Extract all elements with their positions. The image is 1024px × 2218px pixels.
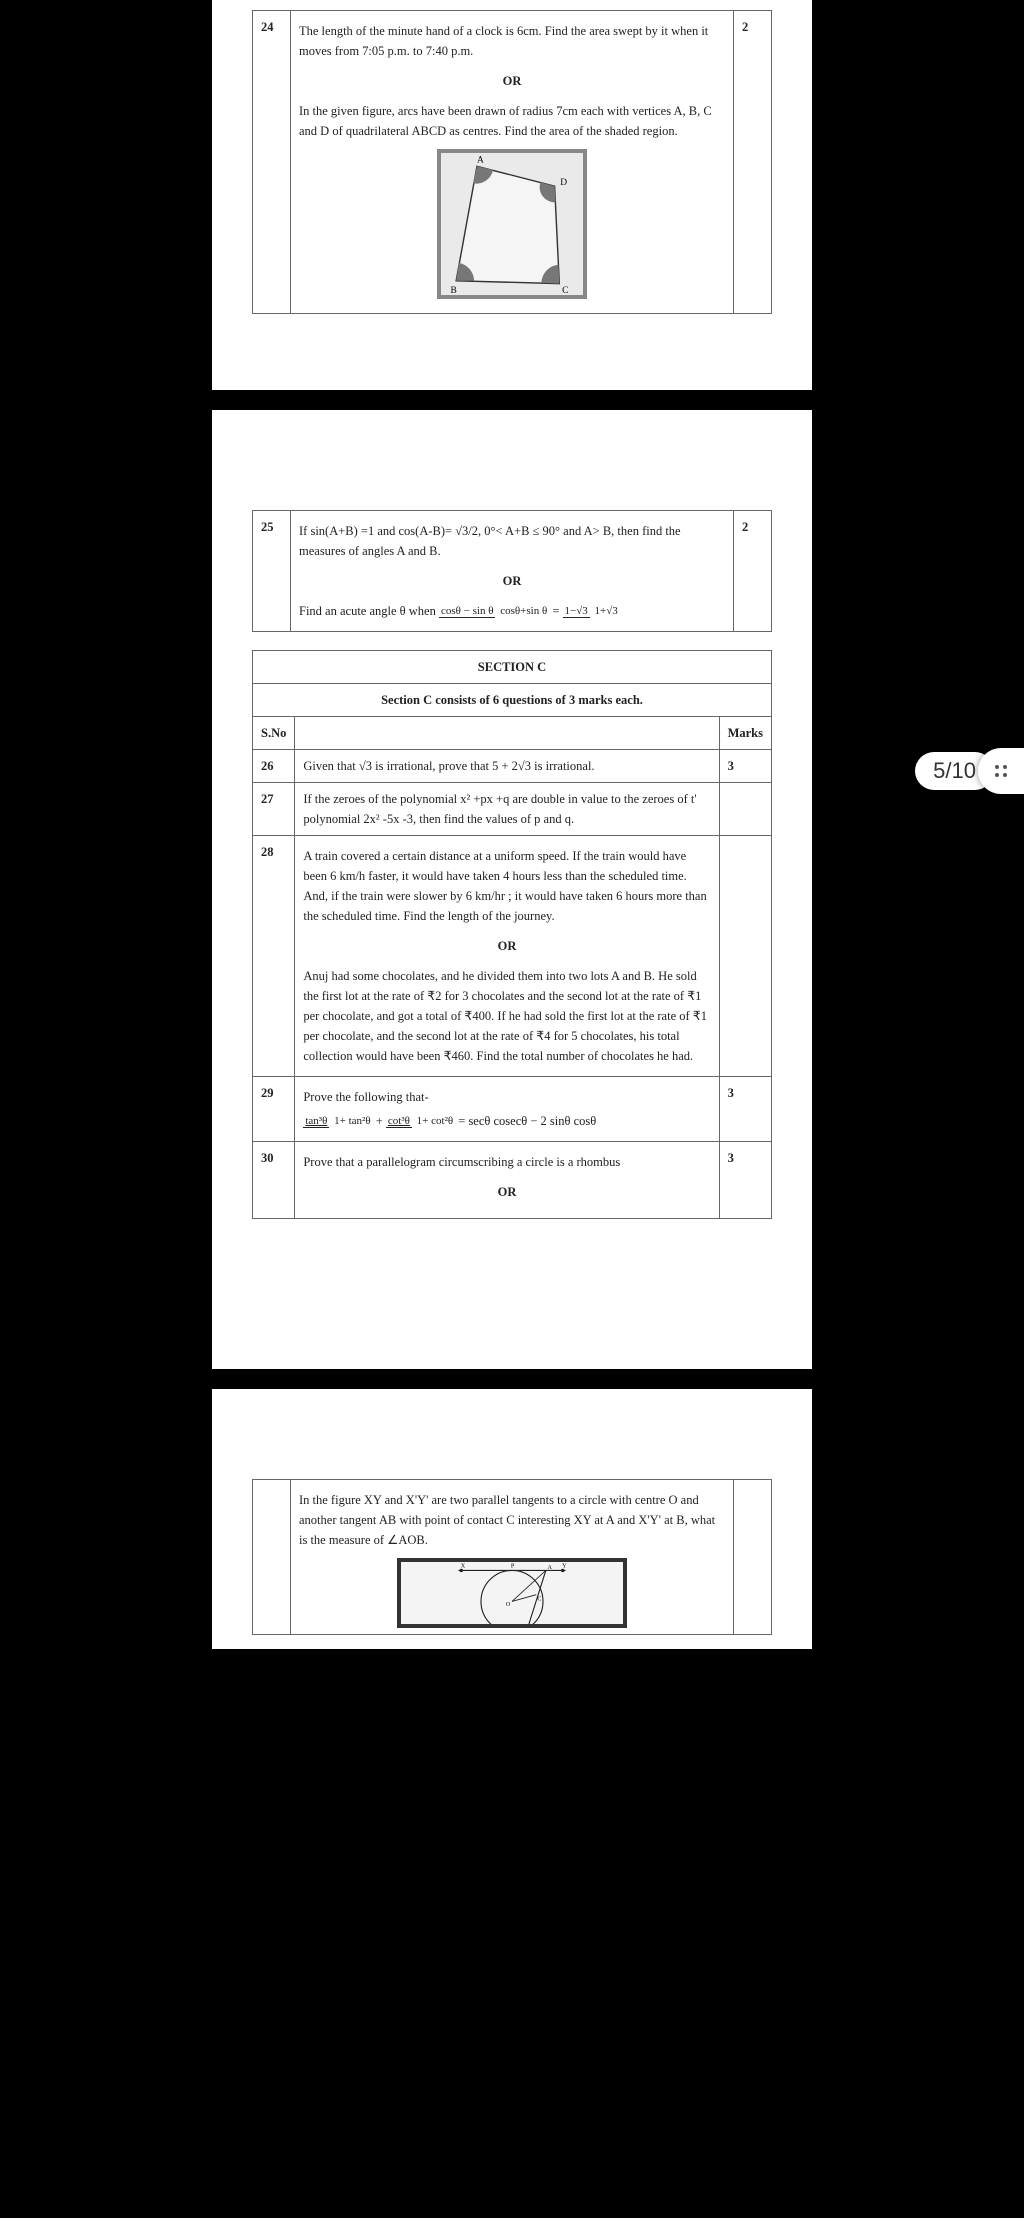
q29-lead: Prove the following that- (303, 1087, 710, 1107)
q28-or: OR (303, 936, 710, 956)
sectionC-sub: Section C consists of 6 questions of 3 m… (253, 684, 772, 717)
q29-frac1: tan³θ 1+ tan²θ (303, 1113, 372, 1131)
q25-frac2: 1−√3 1+√3 (563, 603, 620, 621)
q29-expr: tan³θ 1+ tan²θ + cot³θ 1+ cot²θ = secθ c… (303, 1111, 710, 1131)
q30b-table: In the figure XY and X'Y' are two parall… (252, 1479, 772, 1635)
more-options-button[interactable] (978, 748, 1024, 794)
q24-marks: 2 (734, 11, 772, 314)
q26-sno: 26 (253, 750, 295, 783)
q25-partA: If sin(A+B) =1 and cos(A-B)= √3/2, 0°< A… (299, 521, 725, 561)
svg-text:A: A (548, 1564, 553, 1571)
svg-text:X: X (461, 1563, 466, 1570)
svg-text:P: P (511, 1563, 515, 1570)
q29-body: Prove the following that- tan³θ 1+ tan²θ… (295, 1077, 719, 1142)
q26-text: Given that √3 is irrational, prove that … (295, 750, 719, 783)
q25-partB: Find an acute angle θ when cosθ − sin θ … (299, 601, 725, 621)
sectionC-hdr: SECTION C (253, 651, 772, 684)
q24-sno: 24 (253, 11, 291, 314)
fig-label-C: C (562, 286, 568, 295)
q28-sno: 28 (253, 836, 295, 1077)
q24-partA: The length of the minute hand of a clock… (299, 21, 725, 61)
q30-text: Prove that a parallelogram circumscribin… (303, 1152, 710, 1172)
section-c-table: SECTION C Section C consists of 6 questi… (252, 650, 772, 1219)
q25-or: OR (299, 571, 725, 591)
svg-text:O: O (506, 1601, 511, 1608)
q24-or: OR (299, 71, 725, 91)
q27-text: If the zeroes of the polynomial x² +px +… (295, 783, 719, 836)
page-3: In the figure XY and X'Y' are two parall… (212, 1389, 812, 1649)
svg-text:Y: Y (562, 1563, 567, 1570)
q29-plus: + (376, 1114, 386, 1128)
page-1: 24 The length of the minute hand of a cl… (212, 0, 812, 390)
q27-sno: 27 (253, 783, 295, 836)
q28-body: A train covered a certain distance at a … (295, 836, 719, 1077)
q25-marks: 2 (734, 511, 772, 632)
page-2: 25 If sin(A+B) =1 and cos(A-B)= √3/2, 0°… (212, 410, 812, 1369)
q28-partA: A train covered a certain distance at a … (303, 846, 710, 926)
q28-partB: Anuj had some chocolates, and he divided… (303, 966, 710, 1066)
q30b-body: In the figure XY and X'Y' are two parall… (291, 1480, 734, 1635)
q25-sno: 25 (253, 511, 291, 632)
sno-label: S.No (253, 717, 295, 750)
marks-label: Marks (719, 717, 771, 750)
dots-icon (991, 761, 1011, 781)
q24-partB: In the given figure, arcs have been draw… (299, 101, 725, 141)
q30-body: Prove that a parallelogram circumscribin… (295, 1142, 719, 1219)
q24-table: 24 The length of the minute hand of a cl… (252, 10, 772, 314)
q29-frac2: cot³θ 1+ cot²θ (386, 1113, 455, 1131)
q25-frac1: cosθ − sin θ cosθ+sin θ (439, 603, 549, 621)
q25-partB-pre: Find an acute angle θ when (299, 604, 439, 618)
q30-sno: 30 (253, 1142, 295, 1219)
fig-label-B: B (450, 286, 456, 295)
quadrilateral-svg: A D C B (441, 153, 583, 295)
q26-marks: 3 (719, 750, 771, 783)
q29-sno: 29 (253, 1077, 295, 1142)
q24-body: The length of the minute hand of a clock… (291, 11, 734, 314)
fig-label-A: A (477, 155, 484, 165)
q24-figure: A D C B (437, 149, 587, 299)
q30-or: OR (303, 1182, 710, 1202)
q25-eq: = (552, 604, 562, 618)
q29-rhs: = secθ cosecθ − 2 sinθ cosθ (458, 1114, 596, 1128)
tangent-figure: X P A Y O C (397, 1558, 627, 1628)
q30-marks: 3 (719, 1142, 771, 1219)
q29-marks: 3 (719, 1077, 771, 1142)
q30b-text: In the figure XY and X'Y' are two parall… (299, 1490, 725, 1550)
fig-label-D: D (560, 178, 567, 188)
q25-table: 25 If sin(A+B) =1 and cos(A-B)= √3/2, 0°… (252, 510, 772, 632)
svg-text:C: C (537, 1595, 541, 1602)
q25-body: If sin(A+B) =1 and cos(A-B)= √3/2, 0°< A… (291, 511, 734, 632)
